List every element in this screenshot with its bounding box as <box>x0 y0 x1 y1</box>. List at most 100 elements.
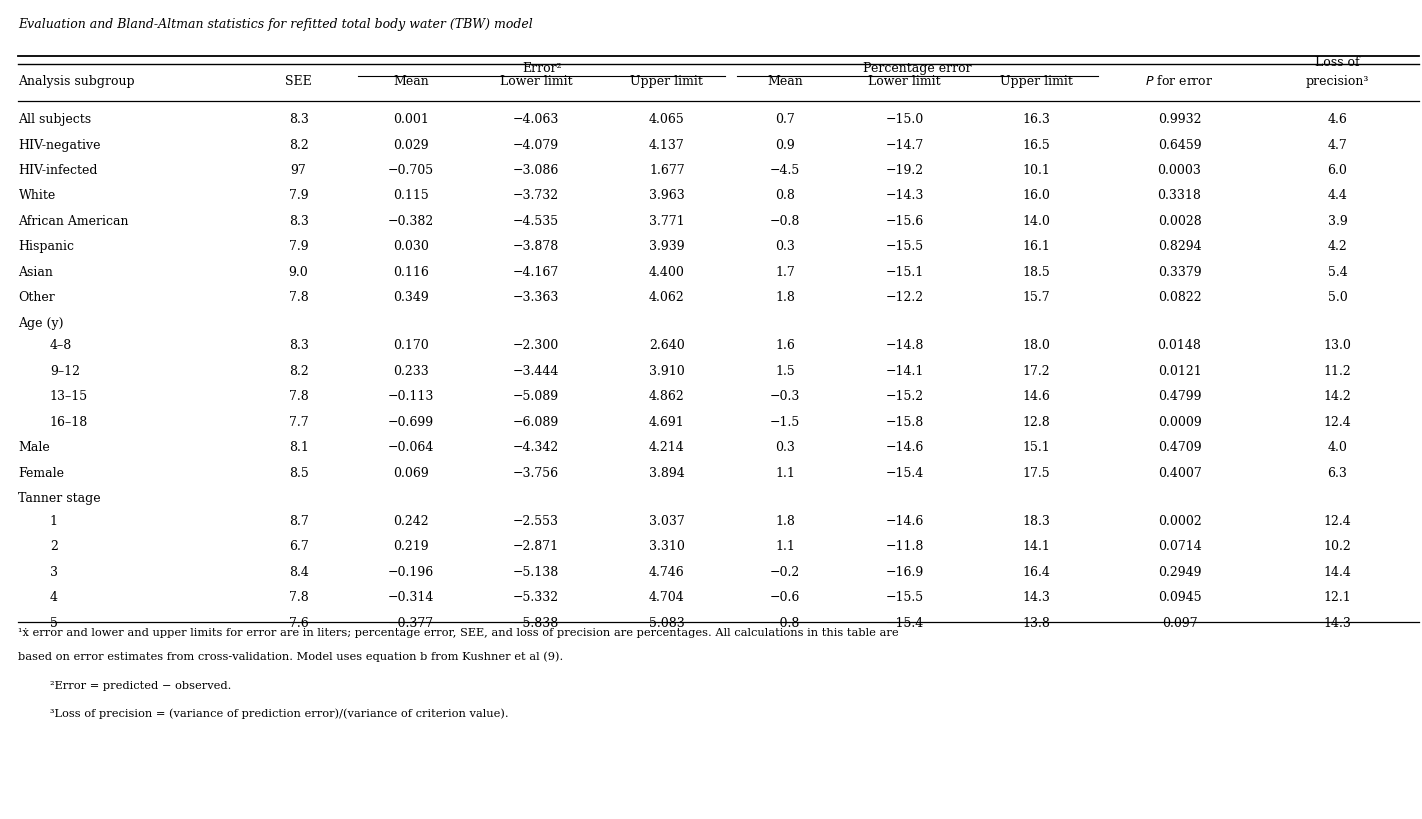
Text: 14.6: 14.6 <box>1022 390 1051 403</box>
Text: HIV-negative: HIV-negative <box>18 138 101 152</box>
Text: 9.0: 9.0 <box>289 265 309 278</box>
Text: 1.8: 1.8 <box>775 291 795 304</box>
Text: −0.382: −0.382 <box>388 215 434 228</box>
Text: Female: Female <box>18 466 64 479</box>
Text: −15.2: −15.2 <box>886 390 923 403</box>
Text: 0.3318: 0.3318 <box>1158 189 1202 202</box>
Text: 7.9: 7.9 <box>289 240 309 253</box>
Text: precision³: precision³ <box>1305 75 1369 88</box>
Text: 3.037: 3.037 <box>648 514 685 527</box>
Text: −2.553: −2.553 <box>513 514 559 527</box>
Text: 0.0148: 0.0148 <box>1158 339 1202 352</box>
Text: 8.2: 8.2 <box>289 138 309 152</box>
Text: 4.062: 4.062 <box>648 291 685 304</box>
Text: 5.083: 5.083 <box>648 616 685 629</box>
Text: 8.3: 8.3 <box>289 113 309 126</box>
Text: −0.377: −0.377 <box>388 616 434 629</box>
Text: 16.1: 16.1 <box>1022 240 1051 253</box>
Text: −0.196: −0.196 <box>388 565 434 578</box>
Text: Male: Male <box>18 441 50 454</box>
Text: −14.7: −14.7 <box>886 138 923 152</box>
Text: 13.0: 13.0 <box>1324 339 1351 352</box>
Text: 97: 97 <box>290 164 307 177</box>
Text: 0.4007: 0.4007 <box>1158 466 1202 479</box>
Text: Lower limit: Lower limit <box>867 75 941 88</box>
Text: 8.7: 8.7 <box>289 514 309 527</box>
Text: −4.535: −4.535 <box>513 215 559 228</box>
Text: 5: 5 <box>50 616 58 629</box>
Text: 14.0: 14.0 <box>1022 215 1051 228</box>
Text: 4.065: 4.065 <box>648 113 685 126</box>
Text: 0.3379: 0.3379 <box>1158 265 1202 278</box>
Text: 4.746: 4.746 <box>648 565 685 578</box>
Text: 12.8: 12.8 <box>1022 415 1051 428</box>
Text: −0.705: −0.705 <box>388 164 434 177</box>
Text: 16–18: 16–18 <box>50 415 88 428</box>
Text: 2: 2 <box>50 540 58 553</box>
Text: Tanner stage: Tanner stage <box>18 491 101 505</box>
Text: −3.878: −3.878 <box>513 240 559 253</box>
Text: 7.6: 7.6 <box>289 616 309 629</box>
Text: −15.5: −15.5 <box>886 240 923 253</box>
Text: 4.691: 4.691 <box>648 415 685 428</box>
Text: 4.214: 4.214 <box>648 441 685 454</box>
Text: 0.3: 0.3 <box>775 240 795 253</box>
Text: 0.0002: 0.0002 <box>1158 514 1202 527</box>
Text: 0.029: 0.029 <box>392 138 429 152</box>
Text: 18.5: 18.5 <box>1022 265 1051 278</box>
Text: −11.8: −11.8 <box>886 540 923 553</box>
Text: 3.310: 3.310 <box>648 540 685 553</box>
Text: Hispanic: Hispanic <box>18 240 74 253</box>
Text: −3.756: −3.756 <box>513 466 559 479</box>
Text: Asian: Asian <box>18 265 54 278</box>
Text: 0.6459: 0.6459 <box>1158 138 1202 152</box>
Text: 4.0: 4.0 <box>1328 441 1347 454</box>
Text: −3.363: −3.363 <box>513 291 559 304</box>
Text: 7.8: 7.8 <box>289 590 309 604</box>
Text: ¹ẋ error and lower and upper limits for error are in liters; percentage error, S: ¹ẋ error and lower and upper limits for … <box>18 627 899 637</box>
Text: −14.6: −14.6 <box>886 441 923 454</box>
Text: 0.7: 0.7 <box>775 113 795 126</box>
Text: 7.9: 7.9 <box>289 189 309 202</box>
Point <box>1089 72 1106 82</box>
Text: 5.4: 5.4 <box>1328 265 1347 278</box>
Text: 3: 3 <box>50 565 58 578</box>
Text: 4.4: 4.4 <box>1328 189 1347 202</box>
Text: 0.030: 0.030 <box>392 240 429 253</box>
Text: Loss of: Loss of <box>1315 56 1359 69</box>
Text: based on error estimates from cross-validation. Model uses equation b from Kushn: based on error estimates from cross-vali… <box>18 650 563 661</box>
Text: 0.116: 0.116 <box>392 265 429 278</box>
Text: 8.2: 8.2 <box>289 364 309 378</box>
Text: $P$ for error: $P$ for error <box>1145 74 1214 88</box>
Text: 4.2: 4.2 <box>1328 240 1347 253</box>
Text: 10.1: 10.1 <box>1022 164 1051 177</box>
Text: Error²: Error² <box>522 61 562 75</box>
Text: 16.5: 16.5 <box>1022 138 1051 152</box>
Text: African American: African American <box>18 215 129 228</box>
Text: 8.5: 8.5 <box>289 466 309 479</box>
Text: 1.7: 1.7 <box>775 265 795 278</box>
Text: All subjects: All subjects <box>18 113 91 126</box>
Text: 3.9: 3.9 <box>1328 215 1347 228</box>
Text: 4.862: 4.862 <box>648 390 685 403</box>
Text: −16.9: −16.9 <box>886 565 923 578</box>
Text: 9–12: 9–12 <box>50 364 80 378</box>
Text: 14.2: 14.2 <box>1324 390 1351 403</box>
Text: 0.349: 0.349 <box>392 291 429 304</box>
Text: 0.242: 0.242 <box>392 514 429 527</box>
Text: 3.939: 3.939 <box>648 240 685 253</box>
Text: Age (y): Age (y) <box>18 316 64 329</box>
Text: 18.0: 18.0 <box>1022 339 1051 352</box>
Text: 0.219: 0.219 <box>392 540 429 553</box>
Text: −4.167: −4.167 <box>513 265 559 278</box>
Text: −15.8: −15.8 <box>886 415 923 428</box>
Text: 3.771: 3.771 <box>648 215 685 228</box>
Text: −15.4: −15.4 <box>886 466 923 479</box>
Text: 0.2949: 0.2949 <box>1158 565 1202 578</box>
Text: 4.137: 4.137 <box>648 138 685 152</box>
Text: −15.6: −15.6 <box>886 215 923 228</box>
Text: −5.332: −5.332 <box>513 590 559 604</box>
Text: −14.8: −14.8 <box>886 339 923 352</box>
Text: 12.4: 12.4 <box>1324 415 1351 428</box>
Text: −15.1: −15.1 <box>886 265 923 278</box>
